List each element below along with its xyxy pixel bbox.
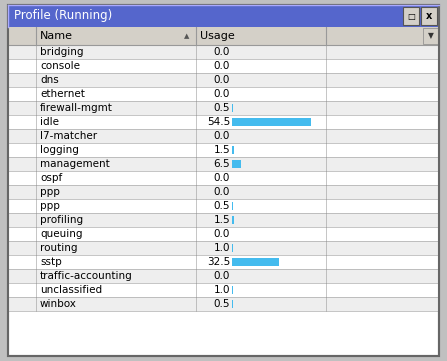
Text: 1.5: 1.5 [213,215,230,225]
Text: l7-matcher: l7-matcher [40,131,97,141]
Bar [8,5,439,27]
Bar [232,146,234,154]
Text: Usage: Usage [200,31,235,41]
Text: 0.0: 0.0 [214,47,230,57]
Text: 0.0: 0.0 [214,229,230,239]
Bar [8,73,439,87]
Text: console: console [40,61,80,71]
Text: idle: idle [40,117,59,127]
Bar [8,227,439,241]
Text: 0.0: 0.0 [214,173,230,183]
Bar [232,244,233,252]
Bar [232,258,279,266]
Bar [232,160,241,168]
Text: sstp: sstp [40,257,62,267]
Bar [403,7,419,25]
Text: logging: logging [40,145,79,155]
Text: 6.5: 6.5 [213,159,230,169]
Bar [8,255,439,269]
Text: ppp: ppp [40,201,60,211]
Text: queuing: queuing [40,229,83,239]
Text: 1.0: 1.0 [214,243,230,253]
Bar [8,297,439,311]
Text: ▲: ▲ [184,33,190,39]
Bar [423,28,438,44]
Text: 0.0: 0.0 [214,75,230,85]
Bar [232,118,311,126]
Text: 1.5: 1.5 [213,145,230,155]
Bar [8,87,439,101]
Bar [232,202,233,210]
Text: Profile (Running): Profile (Running) [14,9,112,22]
Text: 0.0: 0.0 [214,89,230,99]
Text: bridging: bridging [40,47,84,57]
Bar [8,59,439,73]
Text: 0.0: 0.0 [214,131,230,141]
Text: ethernet: ethernet [40,89,85,99]
Text: 32.5: 32.5 [207,257,230,267]
Bar [421,7,437,25]
Text: 0.0: 0.0 [214,187,230,197]
Bar [232,300,233,308]
Bar [8,27,439,45]
Text: winbox: winbox [40,299,77,309]
Bar [8,199,439,213]
Text: □: □ [407,12,415,21]
Text: routing: routing [40,243,77,253]
Bar [8,213,439,227]
Text: ▼: ▼ [428,31,434,40]
Text: unclassified: unclassified [40,285,102,295]
Text: Name: Name [40,31,73,41]
Text: 0.5: 0.5 [214,201,230,211]
Bar [8,101,439,115]
Text: 54.5: 54.5 [207,117,230,127]
Text: 0.5: 0.5 [214,103,230,113]
Text: management: management [40,159,110,169]
Bar [232,286,233,294]
Bar [232,104,233,112]
Text: ppp: ppp [40,187,60,197]
Text: 1.0: 1.0 [214,285,230,295]
Text: profiling: profiling [40,215,83,225]
Text: 0.5: 0.5 [214,299,230,309]
Text: 0.0: 0.0 [214,271,230,281]
Text: dns: dns [40,75,59,85]
Bar [8,45,439,59]
Bar [8,115,439,129]
Bar [8,129,439,143]
Bar [8,269,439,283]
Bar [8,171,439,185]
Text: 0.0: 0.0 [214,61,230,71]
Text: firewall-mgmt: firewall-mgmt [40,103,113,113]
Bar [8,283,439,297]
Text: ospf: ospf [40,173,62,183]
Bar [8,185,439,199]
Bar [8,157,439,171]
Text: traffic-accounting: traffic-accounting [40,271,133,281]
Bar [8,241,439,255]
Text: x: x [426,11,432,21]
Bar [8,143,439,157]
Bar [232,216,234,224]
